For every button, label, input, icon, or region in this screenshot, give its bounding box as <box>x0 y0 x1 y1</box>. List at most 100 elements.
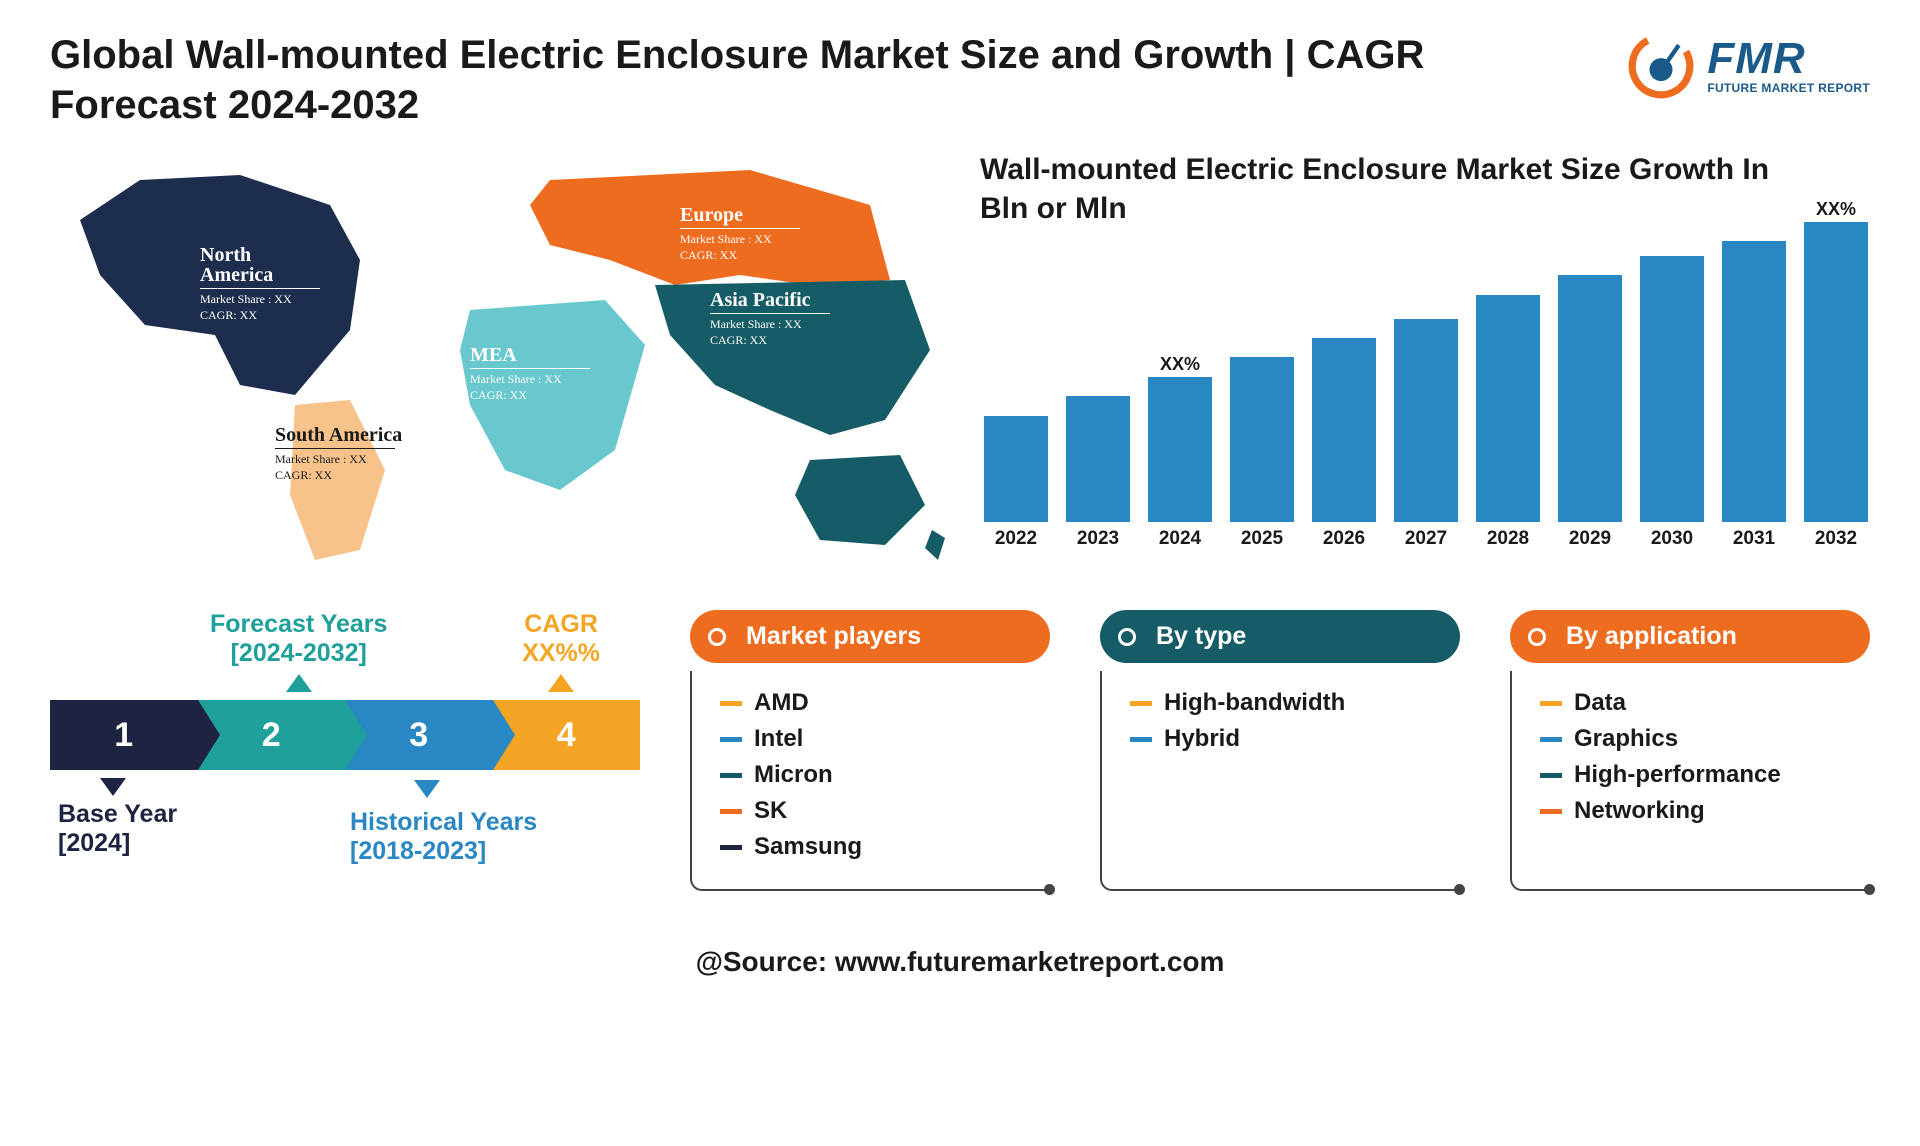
bar-col: 2025 <box>1226 357 1298 550</box>
list-marker-icon <box>720 809 742 814</box>
region-label-eu: Europe Market Share : XXCAGR: XX <box>680 205 800 263</box>
bar-col: 2027 <box>1390 319 1462 550</box>
page-title: Global Wall-mounted Electric Enclosure M… <box>50 30 1500 130</box>
logo-text-main: FMR <box>1707 37 1870 81</box>
base-text: Base Year <box>58 800 640 829</box>
region-share: Market Share : XX <box>470 372 590 388</box>
list-label: Hybrid <box>1164 725 1240 753</box>
divider <box>710 313 830 314</box>
region-label-na: NorthAmerica Market Share : XXCAGR: XX <box>200 245 320 323</box>
bar-year-label: 2030 <box>1651 528 1693 550</box>
region-share: Market Share : XX <box>680 232 800 248</box>
list-item: Hybrid <box>1130 725 1460 753</box>
list-label: Networking <box>1574 797 1705 825</box>
list-marker-icon <box>1130 701 1152 706</box>
bar-annotation: XX% <box>1160 354 1200 375</box>
timeline-step-1: 1 <box>50 700 198 770</box>
triangle-up-icon <box>548 674 574 692</box>
region-name: Asia Pacific <box>710 290 830 310</box>
bar <box>1066 396 1130 522</box>
region-name: NorthAmerica <box>200 245 320 285</box>
bar-col: 2031 <box>1718 241 1790 550</box>
region-cagr: CAGR: XX <box>470 388 590 404</box>
list-label: Data <box>1574 689 1626 717</box>
timeline-step-2: 2 <box>198 700 346 770</box>
list-item: High-performance <box>1540 761 1870 789</box>
list-label: High-bandwidth <box>1164 689 1345 717</box>
pill-dot-icon <box>1528 628 1546 646</box>
bar <box>1148 377 1212 522</box>
base-year-label: Base Year [2024] <box>58 800 640 858</box>
bar-col: 2026 <box>1308 338 1380 550</box>
pill-dot-icon <box>1118 628 1136 646</box>
bar-year-label: 2025 <box>1241 528 1283 550</box>
panel-list: AMDIntelMicronSKSamsung <box>690 671 1050 891</box>
list-item: High-bandwidth <box>1130 689 1460 717</box>
bar <box>1558 275 1622 522</box>
region-cagr: CAGR: XX <box>680 248 800 264</box>
list-label: Samsung <box>754 833 862 861</box>
bar-year-label: 2029 <box>1569 528 1611 550</box>
bar-year-label: 2024 <box>1159 528 1201 550</box>
divider <box>275 448 395 449</box>
bar-col: XX%2032 <box>1800 222 1872 550</box>
divider <box>470 368 590 369</box>
region-label-mea: MEAMarket Share : XXCAGR: XX <box>470 345 590 403</box>
panel-pill: Market players <box>690 610 1050 663</box>
list-label: AMD <box>754 689 809 717</box>
region-cagr: CAGR: XX <box>200 308 320 324</box>
bar-year-label: 2031 <box>1733 528 1775 550</box>
list-item: Data <box>1540 689 1870 717</box>
panel-by-application: By application Data Graphics High-performan… <box>1510 610 1870 891</box>
bar <box>984 416 1048 522</box>
list-marker-icon <box>720 773 742 778</box>
bar-annotation: XX% <box>1816 199 1856 220</box>
logo-text-sub: FUTURE MARKET REPORT <box>1707 81 1870 95</box>
panel-by-type: By type High-bandwidth Hybrid <box>1100 610 1460 891</box>
timeline-panel: Forecast Years [2024-2032] CAGR XX%% 123… <box>50 610 640 891</box>
cagr-text: CAGR <box>522 610 600 639</box>
list-label: SK <box>754 797 787 825</box>
list-item: Networking <box>1540 797 1870 825</box>
list-item: AMD <box>720 689 1050 717</box>
panels-row: Market playersAMDIntelMicronSKSamsungBy … <box>690 610 1870 891</box>
panel-pill: By application <box>1510 610 1870 663</box>
region-cagr: CAGR: XX <box>710 333 830 349</box>
region-share: Market Share : XX <box>200 292 320 308</box>
list-item: SK <box>720 797 1050 825</box>
cagr-value: XX%% <box>522 639 600 668</box>
list-marker-icon <box>1540 737 1562 742</box>
forecast-range: [2024-2032] <box>210 639 387 668</box>
forecast-label: Forecast Years [2024-2032] <box>210 610 387 692</box>
bar-col: 2030 <box>1636 256 1708 550</box>
list-item: Samsung <box>720 833 1050 861</box>
panel-title: Market players <box>746 622 921 650</box>
triangle-down-icon <box>414 780 440 798</box>
world-map: NorthAmericaMarket Share : XXCAGR: XXSou… <box>50 150 950 570</box>
region-share: Market Share : XX <box>275 452 402 468</box>
hist-text: Historical Years <box>350 808 537 837</box>
source-attribution: @Source: www.futuremarketreport.com <box>50 946 1870 978</box>
timeline-steps: 1234 <box>50 700 640 770</box>
list-label: Graphics <box>1574 725 1678 753</box>
chart-title: Wall-mounted Electric Enclosure Market S… <box>980 150 1872 228</box>
bar-col: 2023 <box>1062 396 1134 550</box>
panel-market-players: Market playersAMDIntelMicronSKSamsung <box>690 610 1050 891</box>
bar-year-label: 2022 <box>995 528 1037 550</box>
region-name: Europe <box>680 205 800 225</box>
bar-col: 2022 <box>980 416 1052 550</box>
pill-dot-icon <box>708 628 726 646</box>
region-label-ap: Asia PacificMarket Share : XXCAGR: XX <box>710 290 830 348</box>
main-row: NorthAmericaMarket Share : XXCAGR: XXSou… <box>50 150 1870 570</box>
bottom-row: Forecast Years [2024-2032] CAGR XX%% 123… <box>50 610 1870 891</box>
divider <box>680 228 800 229</box>
bar <box>1722 241 1786 522</box>
list-marker-icon <box>720 845 742 850</box>
forecast-text: Forecast Years <box>210 610 387 639</box>
bar-col: 2028 <box>1472 295 1544 550</box>
cagr-label: CAGR XX%% <box>522 610 600 692</box>
divider <box>200 288 320 289</box>
bar-chart: Wall-mounted Electric Enclosure Market S… <box>980 150 1872 570</box>
panel-title: By type <box>1156 622 1246 650</box>
bar <box>1804 222 1868 522</box>
